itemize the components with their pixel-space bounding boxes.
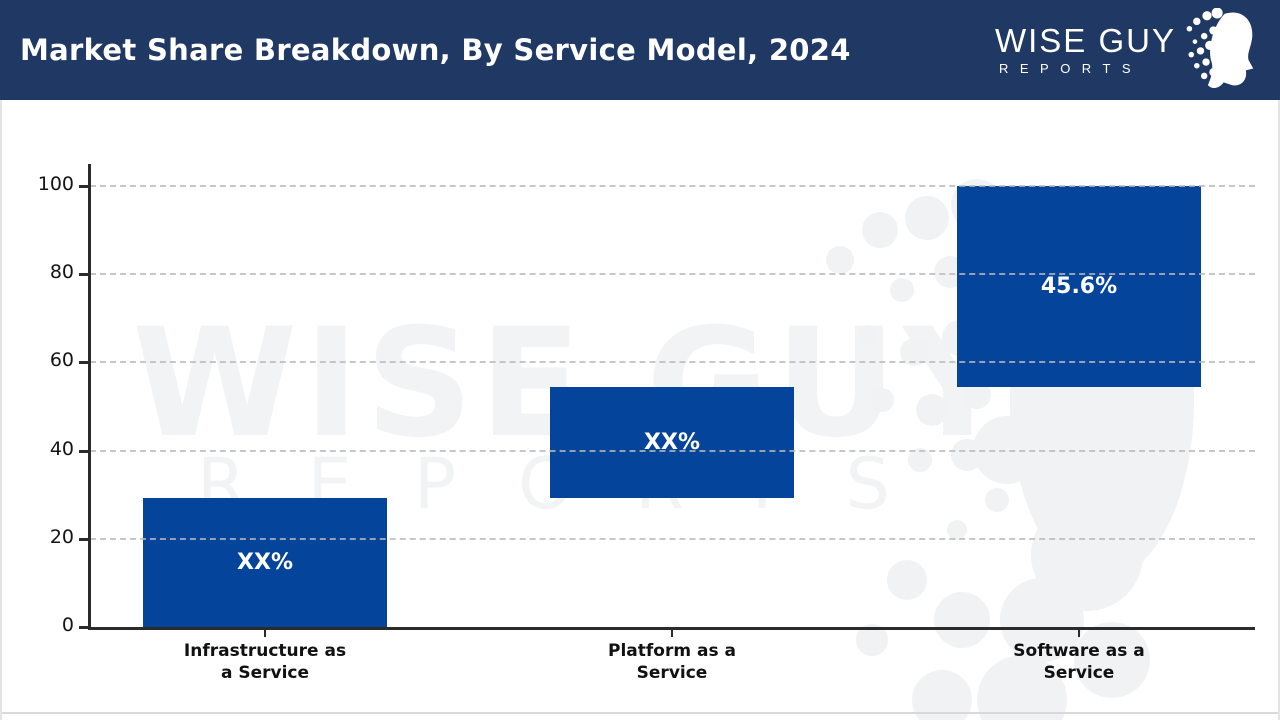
x-tick (264, 630, 266, 637)
y-tick-label: 100 (37, 173, 74, 195)
x-axis-category: Software as a Service (1013, 641, 1145, 683)
x-tick (1078, 630, 1080, 637)
bar-value-label: 45.6% (1040, 273, 1118, 299)
card-bottom-divider (2, 712, 1278, 714)
x-tick (671, 630, 673, 637)
y-tick-label: 80 (49, 261, 74, 284)
bar (957, 186, 1201, 388)
y-tick (79, 185, 88, 188)
bar (143, 498, 387, 627)
y-tick-label: 20 (49, 525, 74, 548)
gridline (90, 361, 1255, 364)
gridline (90, 273, 1255, 276)
y-tick-label: 40 (49, 437, 74, 460)
bar-value-label: XX% (644, 429, 700, 455)
logo-text: WISE GUY REPORTS (995, 24, 1176, 76)
y-tick-label: 0 (61, 614, 74, 636)
logo-brand: WISE GUY (994, 22, 1176, 59)
y-tick (79, 537, 88, 541)
logo-subbrand: REPORTS (998, 61, 1143, 76)
page-title: Market Share Breakdown, By Service Model… (20, 33, 851, 67)
gridline (90, 185, 1255, 187)
header: Market Share Breakdown, By Service Model… (0, 0, 1280, 100)
y-axis-line (88, 164, 91, 630)
x-axis-line (88, 627, 1255, 630)
y-tick (79, 361, 88, 365)
bar (550, 387, 794, 499)
y-tick (79, 273, 88, 277)
logo-face-icon (1186, 8, 1254, 89)
gridline (90, 537, 1255, 540)
gridline (90, 449, 1255, 452)
wiseguy-logo: WISE GUY REPORTS (995, 8, 1256, 92)
waterfall-chart: 0 20 40 60 80 100 XX% Infrastructure as a Servic… (2, 100, 1280, 720)
x-axis-category: Infrastructure as a Service (183, 641, 347, 683)
y-tick (79, 449, 88, 453)
y-tick (79, 626, 88, 629)
y-tick-label: 60 (49, 349, 74, 372)
bar-value-label: XX% (237, 549, 293, 575)
x-axis-category: Platform as a Service (608, 641, 736, 683)
